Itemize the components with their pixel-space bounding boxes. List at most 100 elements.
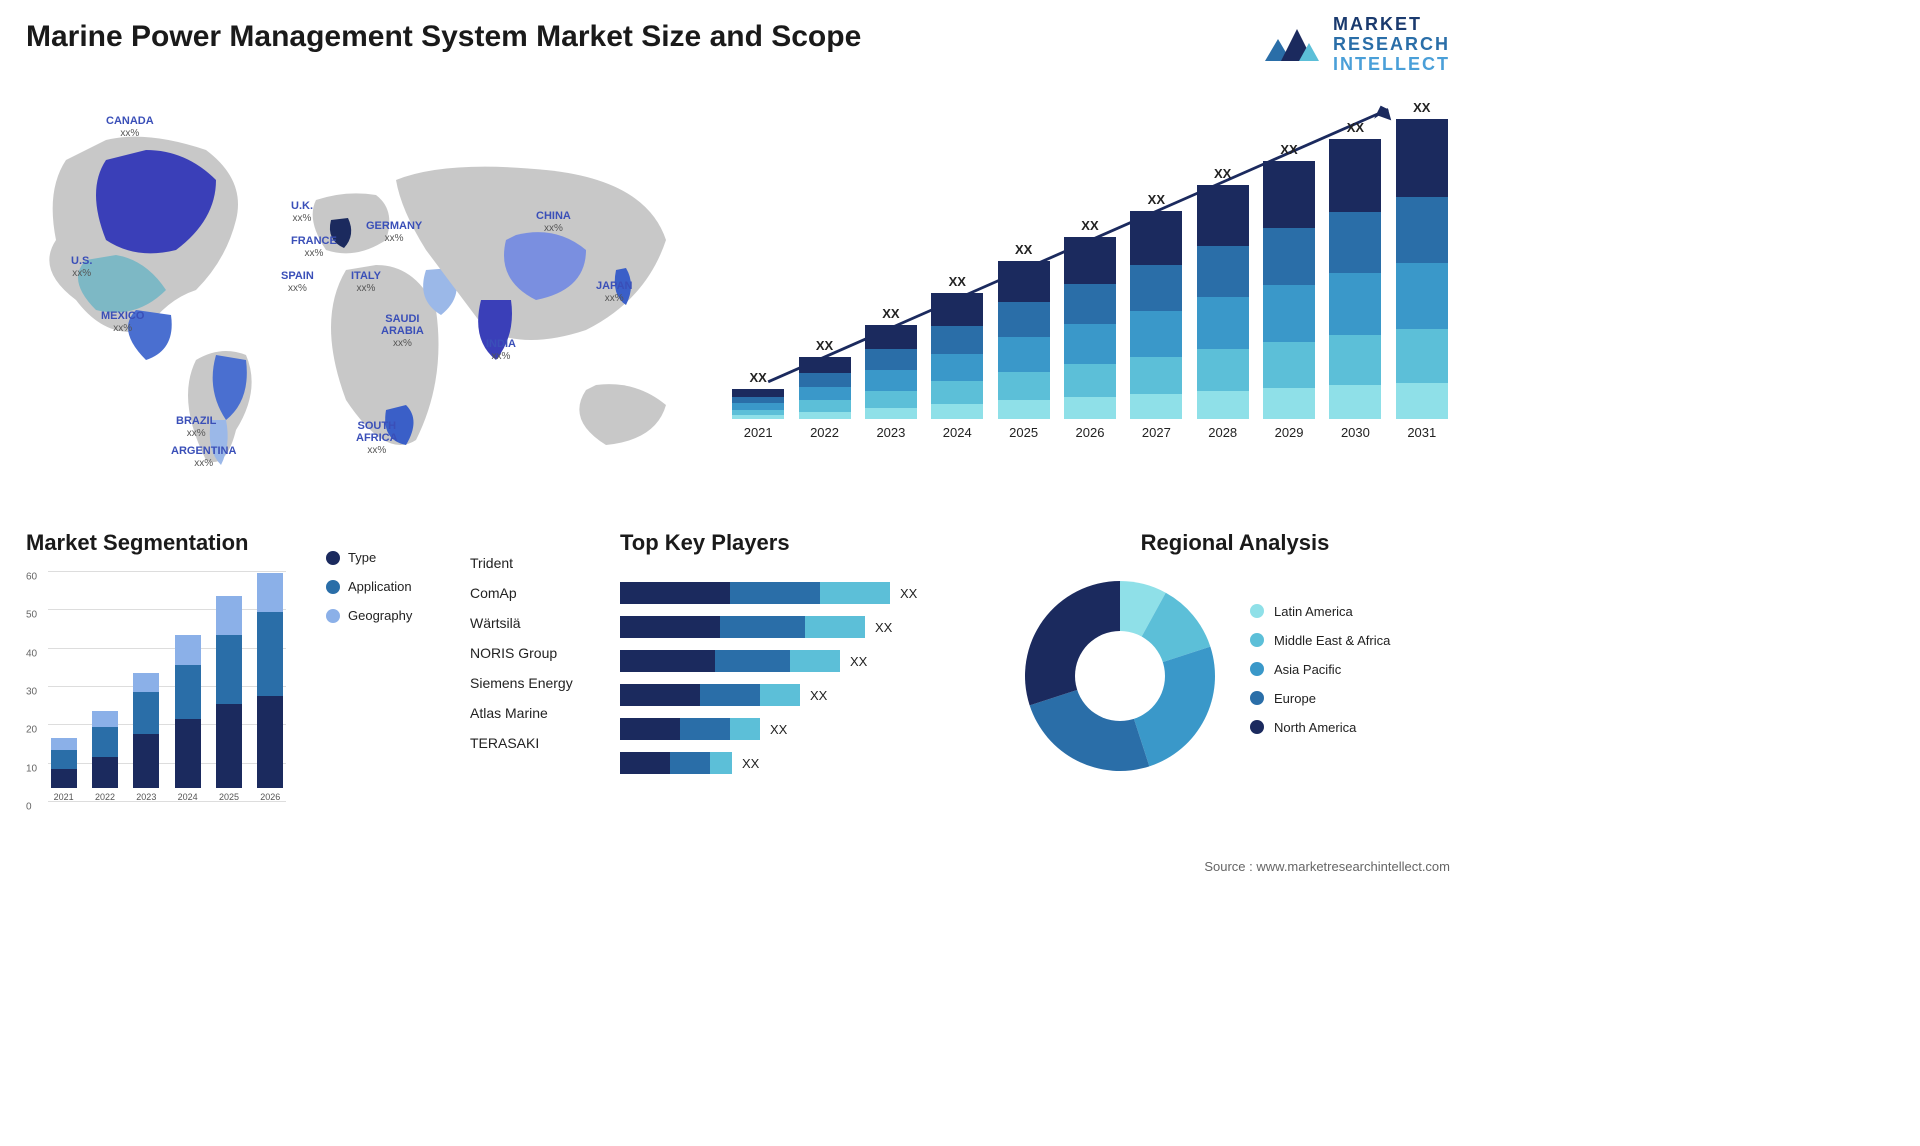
forecast-bar-2030: XX2030 (1327, 120, 1383, 440)
player-value: XX (875, 620, 892, 635)
forecast-bar-value: XX (750, 370, 767, 385)
regional-legend-item: Asia Pacific (1250, 662, 1390, 677)
source-label: Source : www.marketresearchintellect.com (1204, 859, 1450, 874)
regional-title: Regional Analysis (1020, 530, 1450, 556)
y-tick: 0 (26, 802, 32, 813)
y-tick: 30 (26, 687, 37, 698)
regional-donut (1020, 576, 1220, 776)
player-value: XX (742, 756, 759, 771)
y-tick: 40 (26, 648, 37, 659)
forecast-bar-value: XX (1413, 100, 1430, 115)
regional-legend-item: Latin America (1250, 604, 1390, 619)
segmentation-chart: 0102030405060 202120222023202420252026 (26, 572, 286, 822)
player-value: XX (900, 586, 917, 601)
map-label-mexico: MEXICOxx% (101, 310, 144, 334)
map-label-canada: CANADAxx% (106, 115, 154, 139)
map-label-saudiarabia: SAUDIARABIAxx% (381, 313, 424, 349)
forecast-bar-chart: XX2021XX2022XX2023XX2024XX2025XX2026XX20… (730, 100, 1450, 460)
logo-line1: MARKET (1333, 15, 1450, 35)
forecast-bar-2029: XX 2029 (1261, 142, 1317, 440)
regional-section: Regional Analysis Latin AmericaMiddle Ea… (1020, 530, 1450, 776)
forecast-bar-value: XX (1347, 120, 1364, 135)
regional-legend: Latin AmericaMiddle East & AfricaAsia Pa… (1250, 604, 1390, 749)
map-label-italy: ITALYxx% (351, 270, 381, 294)
regional-legend-item: Europe (1250, 691, 1390, 706)
forecast-bar-year: 2029 (1275, 425, 1304, 440)
player-value: XX (810, 688, 827, 703)
y-tick: 10 (26, 763, 37, 774)
logo-icon (1263, 21, 1323, 69)
forecast-bar-year: 2026 (1076, 425, 1105, 440)
map-label-spain: SPAINxx% (281, 270, 314, 294)
seg-bar-2026: 2026 (255, 573, 286, 802)
forecast-bar-value: XX (1280, 142, 1297, 157)
forecast-bar-2027: XX 2027 (1128, 192, 1184, 440)
forecast-bar-value: XX (816, 338, 833, 353)
seg-bar-year: 2023 (136, 792, 156, 802)
forecast-bar-year: 2023 (876, 425, 905, 440)
forecast-bar-year: 2031 (1407, 425, 1436, 440)
map-label-argentina: ARGENTINAxx% (171, 445, 236, 469)
forecast-bar-value: XX (1081, 218, 1098, 233)
seg-bar-2022: 2022 (89, 711, 120, 802)
forecast-bar-year: 2024 (943, 425, 972, 440)
player-name: TERASAKI (470, 735, 610, 751)
map-label-brazil: BRAZILxx% (176, 415, 216, 439)
world-map: CANADAxx%U.S.xx%MEXICOxx%BRAZILxx%ARGENT… (26, 100, 706, 480)
player-name: ComAp (470, 585, 610, 601)
forecast-bar-year: 2025 (1009, 425, 1038, 440)
map-label-japan: JAPANxx% (596, 280, 632, 304)
map-label-india: INDIAxx% (486, 338, 516, 362)
seg-bar-2024: 2024 (172, 635, 203, 802)
forecast-bar-year: 2021 (744, 425, 773, 440)
player-value: XX (850, 654, 867, 669)
seg-bar-year: 2026 (260, 792, 280, 802)
player-row: XX (620, 616, 990, 638)
seg-bar-2021: 2021 (48, 738, 79, 802)
players-section: Top Key Players XX XX XX XX XX XX (620, 530, 990, 786)
seg-bar-year: 2025 (219, 792, 239, 802)
map-label-germany: GERMANYxx% (366, 220, 422, 244)
logo-line3: INTELLECT (1333, 55, 1450, 75)
forecast-bar-2025: XX2025 (995, 242, 1051, 440)
forecast-bar-2021: XX 2021 (730, 370, 786, 440)
player-name: Trident (470, 555, 610, 571)
seg-bar-2023: 2023 (131, 673, 162, 802)
player-name: Siemens Energy (470, 675, 610, 691)
map-label-china: CHINAxx% (536, 210, 571, 234)
seg-legend-item: Geography (326, 608, 412, 623)
player-value: XX (770, 722, 787, 737)
forecast-bar-year: 2027 (1142, 425, 1171, 440)
player-name: NORIS Group (470, 645, 610, 661)
player-row: XX (620, 752, 990, 774)
y-tick: 60 (26, 572, 37, 583)
forecast-bar-value: XX (1148, 192, 1165, 207)
forecast-bar-value: XX (882, 306, 899, 321)
forecast-bar-2024: XX 2024 (929, 274, 985, 440)
y-tick: 50 (26, 610, 37, 621)
segmentation-legend: Type Application Geography (326, 550, 412, 637)
player-name: Atlas Marine (470, 705, 610, 721)
forecast-bar-2031: XX 2031 (1394, 100, 1450, 440)
seg-legend-item: Application (326, 579, 412, 594)
players-chart: XX XX XX XX XX XX (620, 582, 990, 774)
players-title: Top Key Players (620, 530, 990, 556)
player-row: XX (620, 650, 990, 672)
seg-bar-year: 2024 (178, 792, 198, 802)
map-label-uk: U.K.xx% (291, 200, 313, 224)
player-row: XX (620, 684, 990, 706)
forecast-bar-value: XX (949, 274, 966, 289)
page-title: Marine Power Management System Market Si… (26, 20, 861, 54)
forecast-bar-year: 2022 (810, 425, 839, 440)
map-label-southafrica: SOUTHAFRICAxx% (356, 420, 398, 456)
forecast-bar-2028: XX2028 (1195, 166, 1251, 440)
brand-logo: MARKET RESEARCH INTELLECT (1263, 15, 1450, 74)
player-name: Wärtsilä (470, 615, 610, 631)
forecast-bar-2026: XX 2026 (1062, 218, 1118, 440)
seg-bar-2025: 2025 (213, 596, 244, 802)
forecast-bar-2023: XX 2023 (863, 306, 919, 440)
seg-legend-item: Type (326, 550, 412, 565)
player-row: XX (620, 582, 990, 604)
map-label-france: FRANCExx% (291, 235, 337, 259)
forecast-bar-year: 2028 (1208, 425, 1237, 440)
